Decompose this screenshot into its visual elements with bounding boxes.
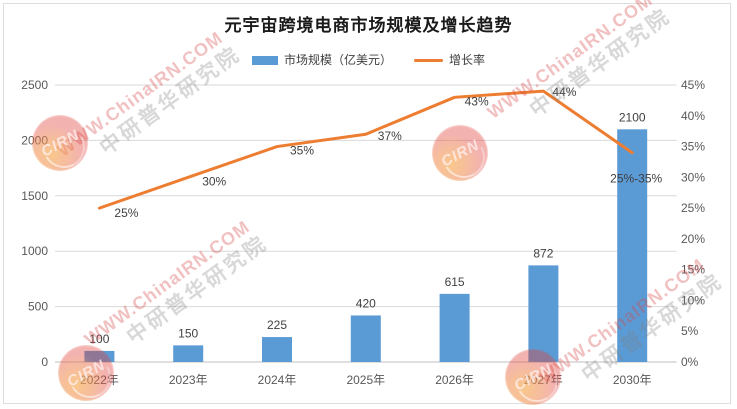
left-axis-tick-label: 2000 xyxy=(21,133,48,147)
growth-rate-point-label: 30% xyxy=(202,174,226,188)
bar-value-label: 2100 xyxy=(619,110,646,124)
bar-market-size xyxy=(350,315,381,362)
left-axis-tick-label: 2500 xyxy=(21,78,48,92)
x-axis-category-label: 2023年 xyxy=(169,373,208,387)
growth-rate-point-label: 37% xyxy=(378,129,402,143)
bar-value-label: 150 xyxy=(178,326,198,340)
right-axis-tick-label: 30% xyxy=(681,170,705,184)
bar-market-size xyxy=(617,129,648,362)
growth-rate-point-label: 25%-35% xyxy=(610,172,662,186)
bar-market-size xyxy=(84,350,115,362)
right-axis-tick-label: 45% xyxy=(681,78,705,92)
right-axis-tick-label: 40% xyxy=(681,109,705,123)
bar-value-label: 872 xyxy=(533,246,553,260)
bar-market-size xyxy=(439,293,470,362)
x-axis-category-label: 2030年 xyxy=(613,373,652,387)
right-axis-tick-label: 0% xyxy=(681,355,699,369)
right-axis-tick-label: 25% xyxy=(681,201,705,215)
bar-market-size xyxy=(173,345,204,362)
growth-rate-point-label: 43% xyxy=(465,94,489,108)
legend-line-label: 增长率 xyxy=(449,53,486,67)
right-axis-tick-label: 15% xyxy=(681,263,705,277)
x-axis-category-label: 2024年 xyxy=(258,373,297,387)
right-axis-tick-label: 35% xyxy=(681,140,705,154)
x-axis-category-label: 2022年 xyxy=(80,373,119,387)
bar-value-label: 100 xyxy=(89,332,109,346)
bar-value-label: 420 xyxy=(356,296,376,310)
right-axis-tick-label: 10% xyxy=(681,293,705,307)
left-axis-tick-label: 1500 xyxy=(21,189,48,203)
x-axis-category-label: 2025年 xyxy=(346,373,385,387)
left-axis-tick-label: 500 xyxy=(28,300,48,314)
right-axis-tick-label: 20% xyxy=(681,232,705,246)
growth-rate-line xyxy=(97,89,634,210)
legend-bar-swatch xyxy=(251,55,278,65)
growth-rate-point-label: 25% xyxy=(114,206,138,220)
legend-bar-label: 市场规模（亿美元） xyxy=(283,53,392,67)
x-axis-category-label: 2026年 xyxy=(435,373,474,387)
right-axis-tick-label: 5% xyxy=(681,324,699,338)
left-axis-tick-label: 0 xyxy=(41,355,48,369)
legend-line-swatch xyxy=(414,58,443,62)
growth-rate-point-label: 35% xyxy=(290,144,314,158)
left-axis-tick-label: 1000 xyxy=(21,244,48,258)
bar-value-label: 225 xyxy=(267,318,287,332)
bar-value-label: 615 xyxy=(445,275,465,289)
bar-market-size xyxy=(528,265,559,362)
chart-title: 元宇宙跨境电商市场规模及增长趋势 xyxy=(224,16,513,35)
chart-border xyxy=(3,3,731,404)
bar-market-size xyxy=(262,337,292,362)
legend: 市场规模（亿美元） 增长率 xyxy=(0,51,737,69)
x-axis-category-label: 2027年 xyxy=(524,373,563,387)
growth-rate-point-label: 44% xyxy=(552,85,576,99)
